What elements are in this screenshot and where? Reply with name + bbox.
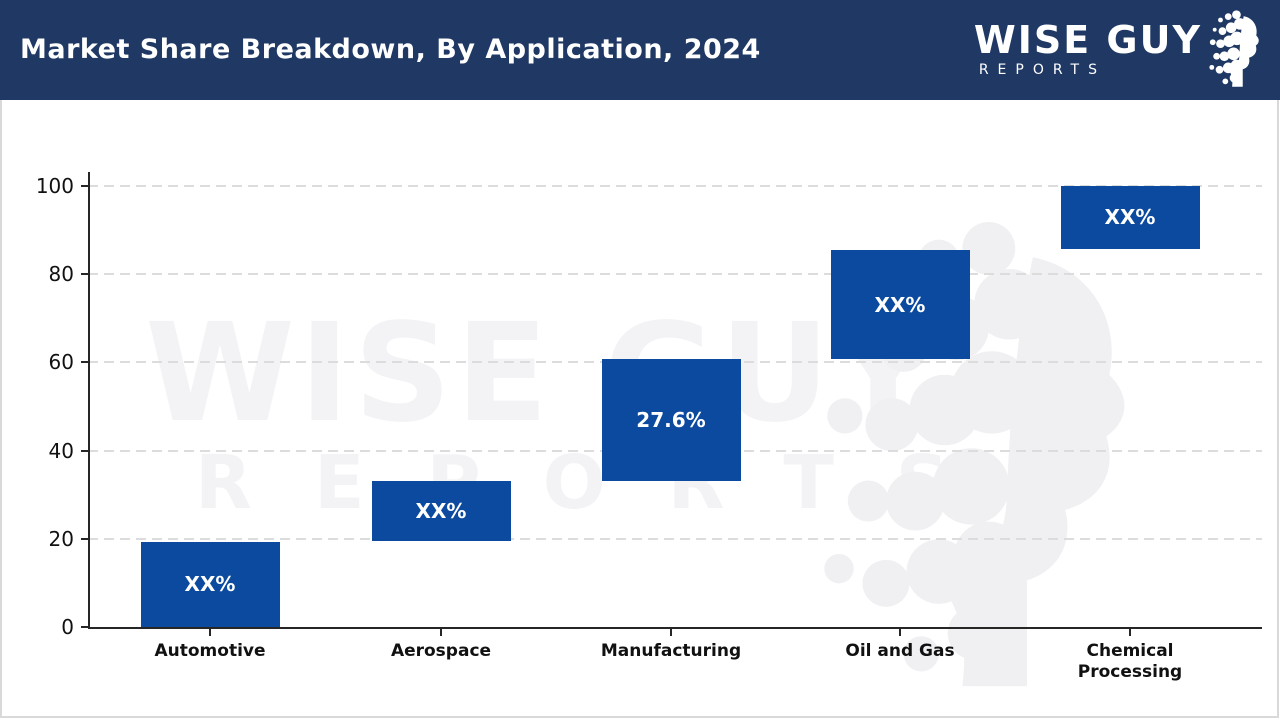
watermark-line1: WISE GUY bbox=[145, 295, 937, 453]
brand-name: WISE GUY bbox=[973, 17, 1202, 62]
brand-logo: WISE GUY REPORTS bbox=[974, 10, 1264, 88]
x-axis-category-label: Automotive bbox=[154, 641, 266, 661]
bar-value-label: 27.6% bbox=[636, 407, 706, 432]
bar-manufacturing: 27.6% bbox=[601, 358, 741, 481]
y-axis-tick bbox=[81, 626, 88, 628]
x-axis-tick bbox=[899, 629, 901, 636]
gridline-80 bbox=[88, 273, 1262, 276]
x-axis-category-label: Oil and Gas bbox=[845, 641, 955, 661]
y-axis-tick-label: 0 bbox=[61, 615, 74, 639]
y-axis-tick-label: 60 bbox=[48, 350, 74, 375]
y-axis-tick-label: 40 bbox=[48, 438, 74, 463]
gridline-20 bbox=[88, 537, 1262, 540]
bar-value-label: XX% bbox=[184, 572, 236, 597]
bar-value-label: XX% bbox=[415, 498, 467, 523]
x-axis-tick bbox=[440, 629, 442, 636]
bar-oil-and-gas: XX% bbox=[830, 249, 970, 360]
x-axis-category-label: Manufacturing bbox=[600, 641, 742, 661]
x-axis-tick bbox=[1129, 629, 1131, 636]
bar-automotive: XX% bbox=[140, 541, 280, 627]
x-axis-tick bbox=[209, 629, 211, 636]
y-axis-tick bbox=[81, 273, 88, 276]
brand-subtitle: REPORTS bbox=[978, 62, 1106, 79]
x-axis-category-label: Chemical Processing bbox=[1077, 641, 1183, 682]
bar-value-label: XX% bbox=[874, 292, 926, 317]
y-axis-tick bbox=[81, 361, 88, 364]
y-axis-tick-label: 80 bbox=[48, 262, 74, 287]
x-axis-tick bbox=[670, 629, 672, 636]
watermark-line2: REPORTS bbox=[195, 440, 1012, 526]
bar-value-label: XX% bbox=[1104, 205, 1156, 230]
y-axis-tick bbox=[81, 449, 88, 452]
brand-logo-text: WISE GUY REPORTS bbox=[973, 17, 1202, 79]
header: Market Share Breakdown, By Application, … bbox=[0, 0, 1280, 100]
bar-chemical-processing: XX% bbox=[1060, 186, 1200, 249]
bar-aerospace: XX% bbox=[371, 480, 511, 541]
y-axis-tick bbox=[81, 537, 88, 540]
x-axis-category-label: Aerospace bbox=[390, 641, 492, 661]
x-axis-line bbox=[88, 627, 1262, 629]
y-axis-tick-label: 20 bbox=[48, 526, 74, 551]
y-axis-tick bbox=[81, 185, 88, 187]
brand-head-dots-icon bbox=[1209, 10, 1259, 87]
gridline-100 bbox=[88, 185, 1262, 187]
page-title: Market Share Breakdown, By Application, … bbox=[20, 34, 761, 65]
y-axis-line bbox=[88, 172, 90, 629]
y-axis-tick-label: 100 bbox=[35, 174, 74, 198]
